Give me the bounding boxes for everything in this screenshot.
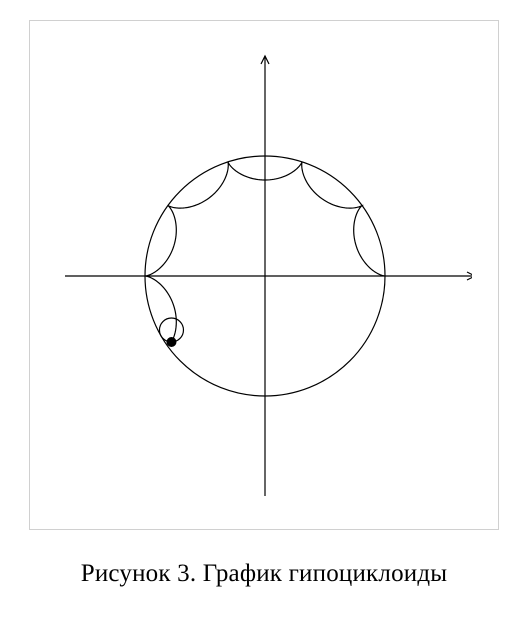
figure-caption: Рисунок 3. График гипоциклоиды: [81, 560, 448, 588]
hypocycloid-diagram: [58, 49, 472, 503]
plot-area: [58, 49, 472, 503]
figure-frame: [29, 20, 499, 530]
